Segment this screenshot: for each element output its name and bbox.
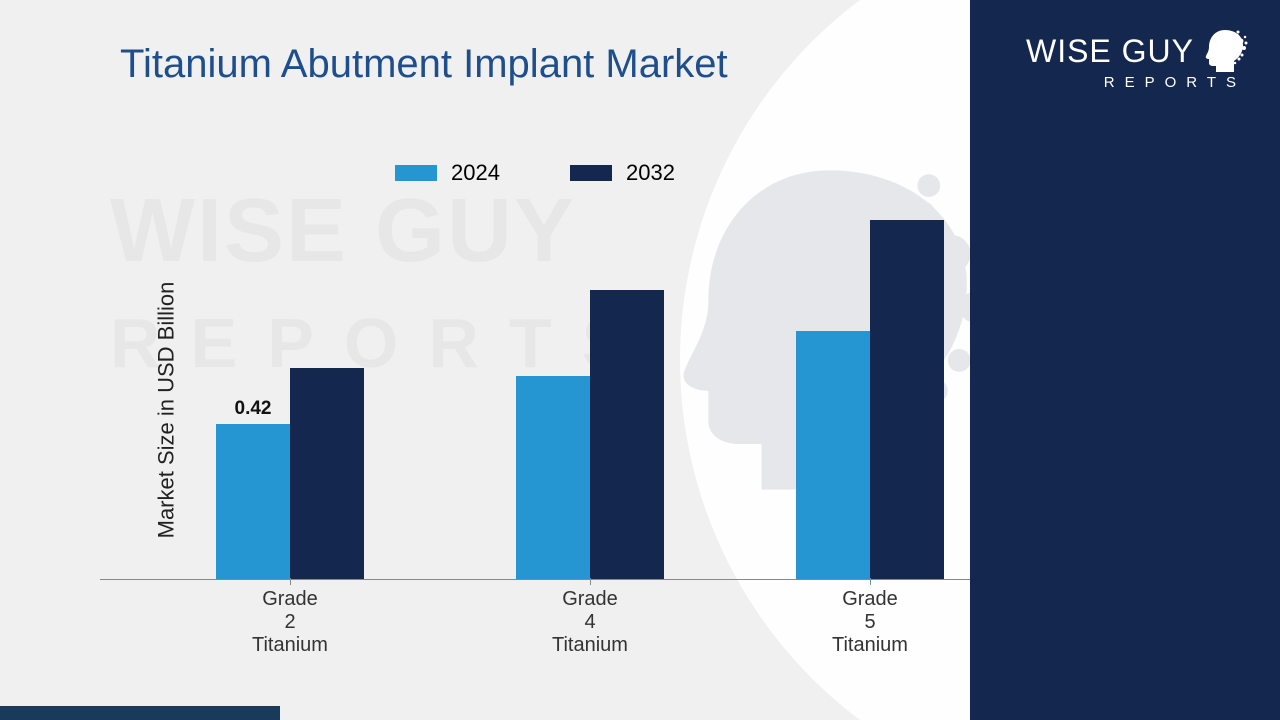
brand-line2-text: REPORTS	[1026, 74, 1246, 91]
legend-item-2032: 2032	[570, 160, 675, 186]
bar-2024	[516, 376, 590, 580]
bar-group: 0.42	[216, 368, 364, 579]
plot-area: 0.42	[100, 210, 970, 580]
legend-swatch-2032	[570, 165, 612, 181]
figure-canvas: WISE GUY REPORTS WISE GUY	[0, 0, 1280, 720]
brand-logo: WISE GUY REPORTS	[1026, 26, 1250, 91]
bar-group	[516, 290, 664, 579]
bar-2032	[290, 368, 364, 579]
x-axis-category-label: Grade4Titanium	[535, 588, 645, 657]
x-axis-category-label: Grade2Titanium	[235, 588, 345, 657]
bar-chart: 2024 2032 Market Size in USD Billion 0.4…	[100, 160, 970, 660]
x-tick	[590, 578, 591, 585]
bar-2032	[590, 290, 664, 579]
bar-2024	[796, 331, 870, 579]
x-tick	[290, 578, 291, 585]
brand-line1-text: WISE GUY	[1026, 33, 1194, 70]
legend-label-2032: 2032	[626, 160, 675, 186]
legend: 2024 2032	[100, 160, 970, 186]
bar-value-label: 0.42	[216, 398, 290, 420]
brand-head-icon	[1200, 26, 1250, 76]
chart-title: Titanium Abutment Implant Market	[120, 42, 728, 87]
bottom-accent-strip	[0, 706, 280, 720]
bar-2032	[870, 220, 944, 579]
x-tick	[870, 578, 871, 585]
legend-item-2024: 2024	[395, 160, 500, 186]
bar-2024: 0.42	[216, 424, 290, 579]
legend-swatch-2024	[395, 165, 437, 181]
x-axis-category-label: Grade5Titanium	[815, 588, 925, 657]
bar-group	[796, 220, 944, 579]
x-axis-labels: Grade2Titanium Grade4Titanium Grade5Titani…	[100, 584, 970, 654]
brand-sidebar: WISE GUY REPORTS	[970, 0, 1280, 720]
legend-label-2024: 2024	[451, 160, 500, 186]
